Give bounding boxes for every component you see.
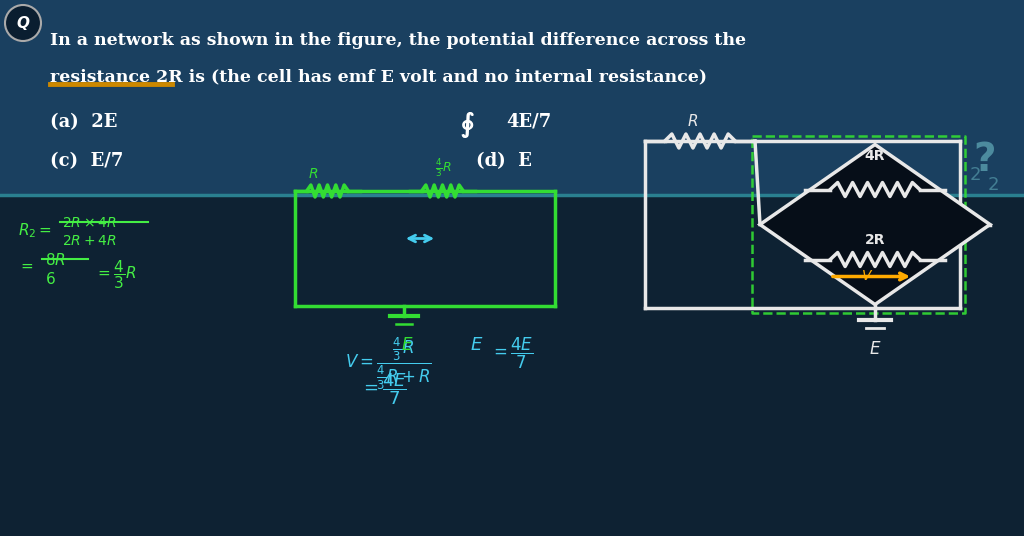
Text: $8R$: $8R$ [45, 252, 66, 268]
Text: (d)  E: (d) E [476, 152, 531, 170]
Text: $=\dfrac{4}{3}R$: $=\dfrac{4}{3}R$ [95, 258, 136, 291]
Text: R: R [308, 167, 317, 181]
Text: (a)  2E: (a) 2E [50, 113, 118, 131]
Text: 2: 2 [970, 166, 981, 184]
Text: 2: 2 [987, 176, 998, 194]
Text: $=$: $=$ [18, 258, 34, 273]
Text: $2R+4R$: $2R+4R$ [62, 234, 117, 248]
Text: Q: Q [16, 16, 30, 31]
Text: In a network as shown in the figure, the potential difference across the: In a network as shown in the figure, the… [50, 32, 746, 49]
Text: $\frac{4}{3}R$: $\frac{4}{3}R$ [434, 157, 452, 179]
Text: $\oint\!\!\!\!\!\oint$: $\oint\!\!\!\!\!\oint$ [460, 110, 475, 140]
Text: E: E [869, 340, 881, 358]
Text: ?: ? [974, 141, 996, 179]
Text: E: E [402, 336, 413, 354]
Text: $V = \dfrac{\frac{4}{3}R}{\frac{4}{3}R+R}$: $V = \dfrac{\frac{4}{3}R}{\frac{4}{3}R+R… [345, 336, 432, 392]
Text: R: R [688, 114, 698, 129]
Circle shape [5, 5, 41, 41]
Text: $R_2=$: $R_2=$ [18, 221, 52, 240]
Text: 4R: 4R [864, 148, 886, 162]
FancyBboxPatch shape [0, 0, 1024, 195]
Text: 4E/7: 4E/7 [506, 113, 551, 131]
Text: $=\dfrac{4E}{7}$: $=\dfrac{4E}{7}$ [360, 371, 407, 407]
Text: $2R\times4R$: $2R\times4R$ [62, 216, 117, 230]
Text: resistance 2R is (the cell has emf E volt and no internal resistance): resistance 2R is (the cell has emf E vol… [50, 68, 707, 85]
Text: $E$: $E$ [470, 336, 483, 354]
Text: $6$: $6$ [45, 271, 55, 287]
Text: 2R: 2R [864, 233, 886, 247]
Text: V: V [862, 270, 871, 284]
Polygon shape [760, 145, 990, 304]
Text: $= \dfrac{4E}{7}$: $= \dfrac{4E}{7}$ [490, 336, 534, 371]
Text: (c)  E/7: (c) E/7 [50, 152, 123, 170]
